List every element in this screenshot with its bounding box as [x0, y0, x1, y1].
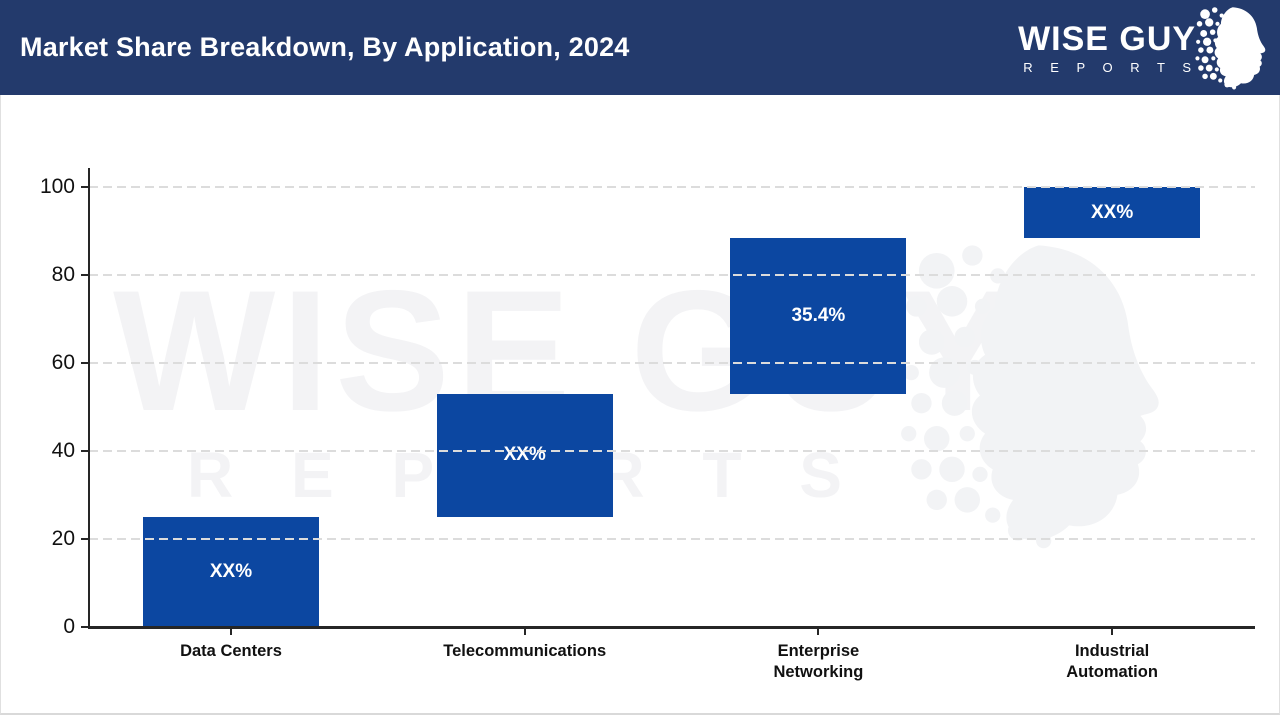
- page-title: Market Share Breakdown, By Application, …: [20, 32, 630, 62]
- gridline-y100: [89, 186, 1255, 188]
- bar-value-label: XX%: [209, 561, 253, 582]
- x-axis-tick: [1111, 627, 1114, 635]
- y-axis-tick-label: 80: [51, 263, 75, 286]
- gridline-y20: [89, 538, 1255, 540]
- watermark-head-profile-icon: [901, 245, 1159, 549]
- waterfall-bar: 35.4%: [730, 238, 907, 394]
- x-category-label: Data Centers: [180, 642, 282, 660]
- y-axis-spine: [88, 168, 90, 628]
- brand-name: WISE GUY: [1018, 19, 1197, 58]
- brand-logo: WISE GUY R E P O R T S: [1016, 3, 1272, 93]
- bar-value-label: XX%: [1090, 201, 1134, 223]
- dotted-head-profile-icon: [1195, 6, 1266, 89]
- x-category-label: Telecommunications: [443, 642, 607, 660]
- y-axis-tick: [81, 450, 89, 452]
- y-axis-tick-label: 20: [51, 527, 75, 550]
- y-axis-tick-label: 60: [51, 351, 75, 374]
- waterfall-bar: XX%: [436, 393, 613, 517]
- y-axis-tick: [81, 274, 89, 276]
- y-axis-tick-label: 0: [63, 615, 75, 638]
- x-axis-tick: [523, 627, 526, 635]
- x-axis-tick: [817, 627, 820, 635]
- brand-logo-text: WISE GUY R E P O R T S: [1016, 22, 1198, 74]
- gridline-y80: [89, 274, 1255, 276]
- gridline-y60: [89, 362, 1255, 364]
- bar-value-label: 35.4%: [791, 304, 846, 326]
- waterfall-bar: XX%: [1024, 187, 1201, 239]
- bar-value-label: XX%: [503, 444, 546, 466]
- y-axis-tick: [81, 186, 89, 188]
- chart-area: WISE GUY R E P O R T S 020406080100XX%Da…: [0, 95, 1280, 715]
- y-axis-tick: [81, 626, 89, 628]
- x-category-label: Industrial Automation: [1066, 642, 1158, 682]
- y-axis-tick: [81, 538, 89, 540]
- x-category-label: Enterprise Networking: [773, 642, 864, 682]
- y-axis-tick: [81, 362, 89, 364]
- y-axis-tick-label: 100: [39, 175, 75, 198]
- x-axis-tick: [230, 627, 232, 635]
- x-axis-line: [88, 626, 1255, 629]
- header-bar: Market Share Breakdown, By Application, …: [0, 0, 1280, 95]
- y-axis-tick-label: 40: [51, 439, 75, 462]
- brand-subname: R E P O R T S: [1023, 59, 1198, 75]
- gridline-y40: [89, 450, 1255, 452]
- waterfall-bar: XX%: [143, 517, 319, 627]
